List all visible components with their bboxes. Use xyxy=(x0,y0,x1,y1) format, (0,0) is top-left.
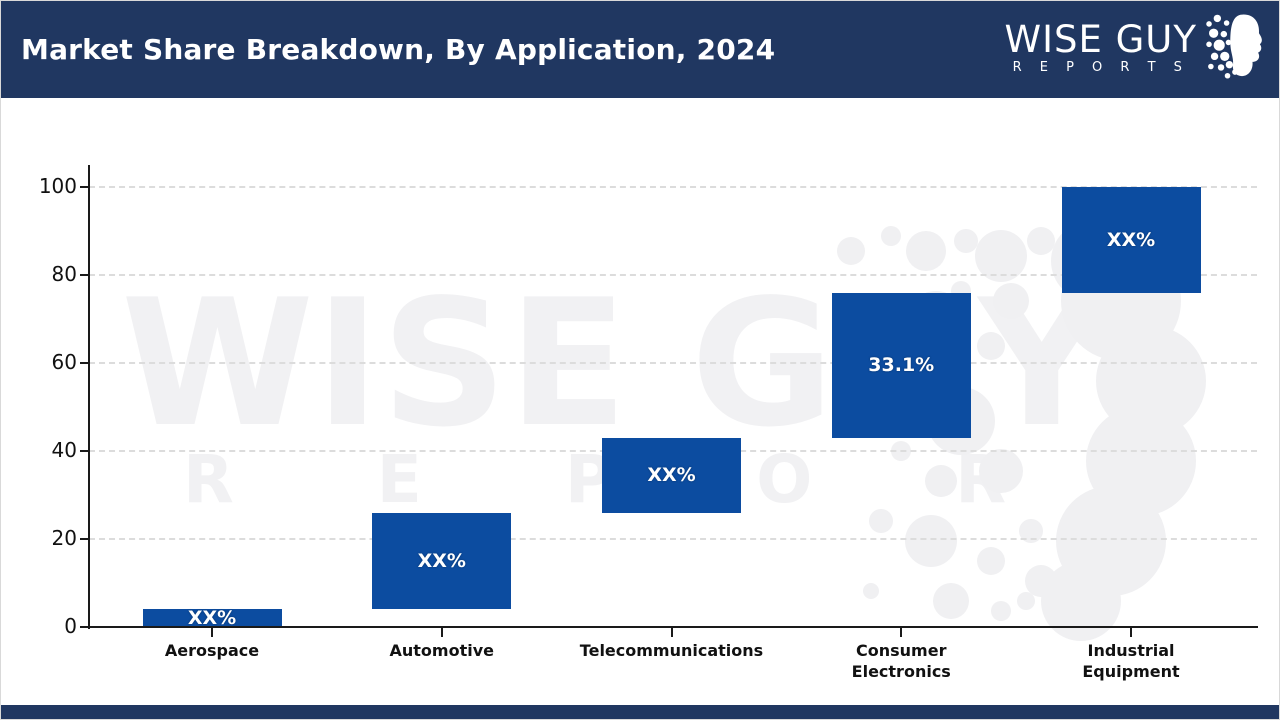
gridline-80 xyxy=(89,274,1257,276)
x-tick-3 xyxy=(900,628,903,637)
x-axis-label-1: Automotive xyxy=(389,641,495,660)
gridline-100 xyxy=(89,186,1257,188)
x-axis-label-2: Telecommunications xyxy=(579,641,764,660)
brand-logo: WISE GUY R E P O R T S xyxy=(1005,11,1267,85)
y-tick-label-80: 80 xyxy=(51,262,77,286)
x-axis-label-3: Consumer Electronics xyxy=(851,641,951,681)
brand-head-icon xyxy=(1206,14,1262,79)
gridline-60 xyxy=(89,362,1257,364)
bar-consumer-electronics: 33.1% xyxy=(831,292,971,439)
x-tick-2 xyxy=(670,628,673,637)
y-tick-label-60: 60 xyxy=(51,350,77,374)
brand-subtitle: R E P O R T S xyxy=(1012,60,1189,76)
y-tick-40 xyxy=(80,450,89,452)
page-title: Market Share Breakdown, By Application, … xyxy=(21,33,776,66)
y-tick-60 xyxy=(80,362,89,364)
y-tick-label-40: 40 xyxy=(51,438,77,462)
x-tick-0 xyxy=(211,628,213,637)
bar-value-label: XX% xyxy=(417,549,466,572)
y-tick-80 xyxy=(80,274,89,276)
y-tick-0 xyxy=(80,626,89,628)
y-tick-100 xyxy=(80,186,89,188)
bar-value-label: XX% xyxy=(1106,228,1156,251)
y-tick-label-0: 0 xyxy=(64,614,77,638)
bar-automotive: XX% xyxy=(372,512,512,610)
bar-value-label: 33.1% xyxy=(868,354,935,377)
x-tick-4 xyxy=(1130,628,1132,637)
x-axis-spine xyxy=(88,626,1258,628)
brand-logo-text: WISE GUY R E P O R T S xyxy=(1004,17,1197,76)
y-tick-20 xyxy=(80,538,89,540)
x-axis-label-4: Industrial Equipment xyxy=(1082,641,1180,681)
x-tick-1 xyxy=(440,628,443,637)
y-tick-label-20: 20 xyxy=(51,526,77,550)
x-axis-label-0: Aerospace xyxy=(164,641,260,660)
bar-value-label: XX% xyxy=(187,607,237,630)
brand-name: WISE GUY xyxy=(1004,17,1197,61)
footer-bar xyxy=(1,705,1279,719)
bar-industrial-equipment: XX% xyxy=(1061,187,1201,293)
y-axis-spine xyxy=(88,165,90,629)
y-tick-label-100: 100 xyxy=(38,174,77,198)
header-bar: Market Share Breakdown, By Application, … xyxy=(1,1,1279,98)
bar-value-label: XX% xyxy=(647,464,696,487)
bar-telecommunications: XX% xyxy=(602,438,741,513)
gridline-20 xyxy=(89,538,1257,540)
bar-aerospace: XX% xyxy=(142,607,282,630)
